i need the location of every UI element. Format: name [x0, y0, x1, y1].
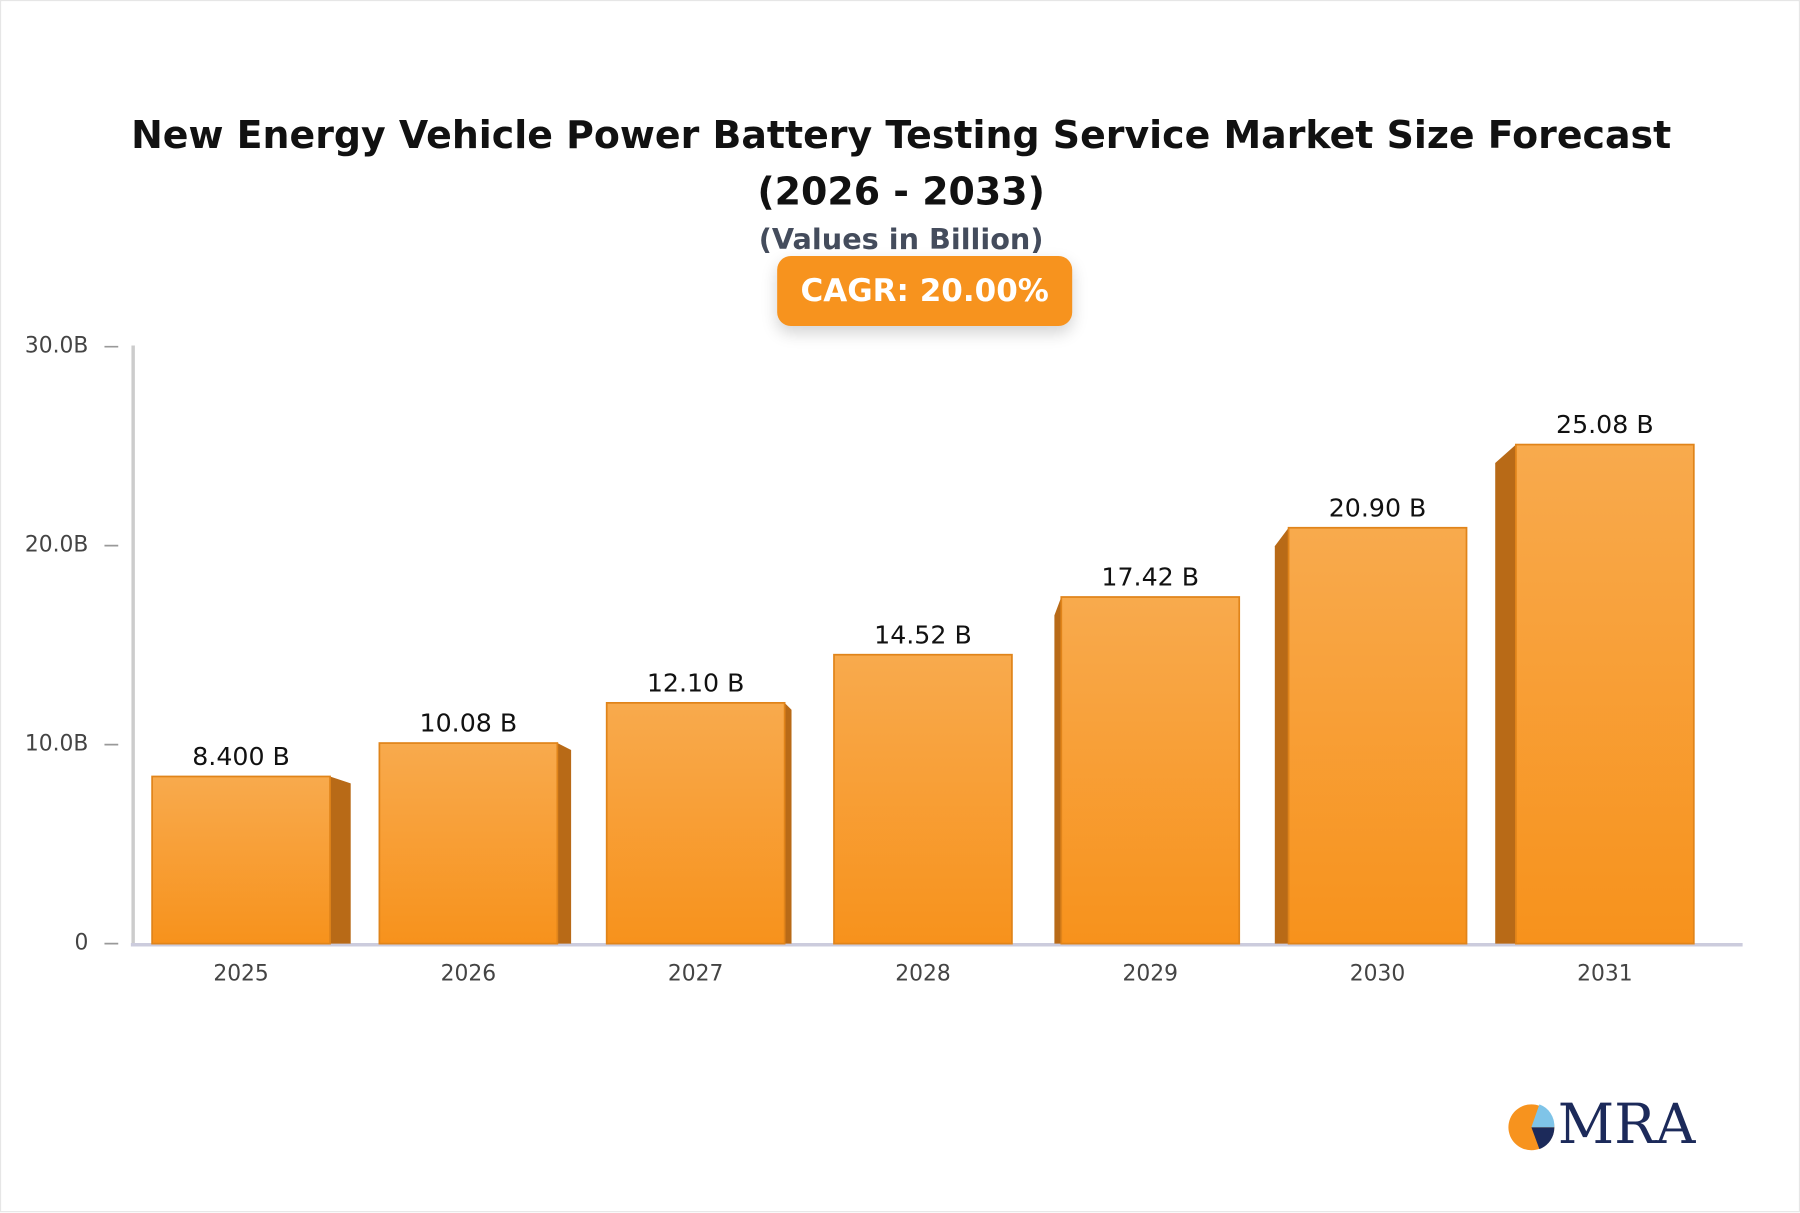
- chart-title: New Energy Vehicle Power Battery Testing…: [131, 112, 1672, 214]
- cagr-badge: CAGR: 20.00%: [777, 255, 1073, 327]
- x-tick-label: 2029: [1123, 962, 1178, 987]
- bar: [1515, 443, 1695, 945]
- bar-side: [784, 702, 792, 944]
- bar: [151, 775, 331, 945]
- bar-side: [1054, 596, 1062, 944]
- bar-side: [1274, 527, 1289, 944]
- value-label: 12.10 B: [647, 668, 745, 697]
- logo-slice: [1531, 1127, 1555, 1150]
- chart-subtitle: (Values in Billion): [758, 222, 1044, 256]
- bar: [1287, 526, 1468, 945]
- value-label: 8.400 B: [192, 742, 290, 771]
- x-tick-label: 2030: [1350, 962, 1405, 987]
- bar: [833, 653, 1013, 945]
- logo: MRA: [1508, 1092, 1697, 1156]
- y-tick-label: 0: [75, 931, 89, 956]
- x-tick-label: 2028: [895, 962, 950, 987]
- value-label: 10.08 B: [420, 709, 518, 738]
- bar: [605, 701, 786, 945]
- x-tick-label: 2031: [1577, 962, 1632, 987]
- x-tick-label: 2027: [668, 962, 723, 987]
- y-tick-label: 10.0B: [25, 732, 89, 757]
- x-tick-label: 2025: [213, 962, 268, 987]
- value-label: 14.52 B: [874, 620, 972, 649]
- logo-text: MRA: [1558, 1092, 1697, 1156]
- bar: [378, 742, 559, 945]
- logo-slice: [1531, 1104, 1555, 1128]
- y-tick-label: 30.0B: [25, 334, 89, 359]
- value-label: 20.90 B: [1329, 493, 1427, 522]
- value-label: 17.42 B: [1101, 563, 1199, 592]
- y-tick-label: 20.0B: [25, 533, 89, 558]
- x-tick-label: 2026: [441, 962, 496, 987]
- bar: [1060, 596, 1241, 945]
- bar-side: [557, 743, 572, 944]
- value-label: 25.08 B: [1556, 410, 1654, 439]
- bar-side: [330, 776, 351, 944]
- bar-side: [1495, 444, 1516, 944]
